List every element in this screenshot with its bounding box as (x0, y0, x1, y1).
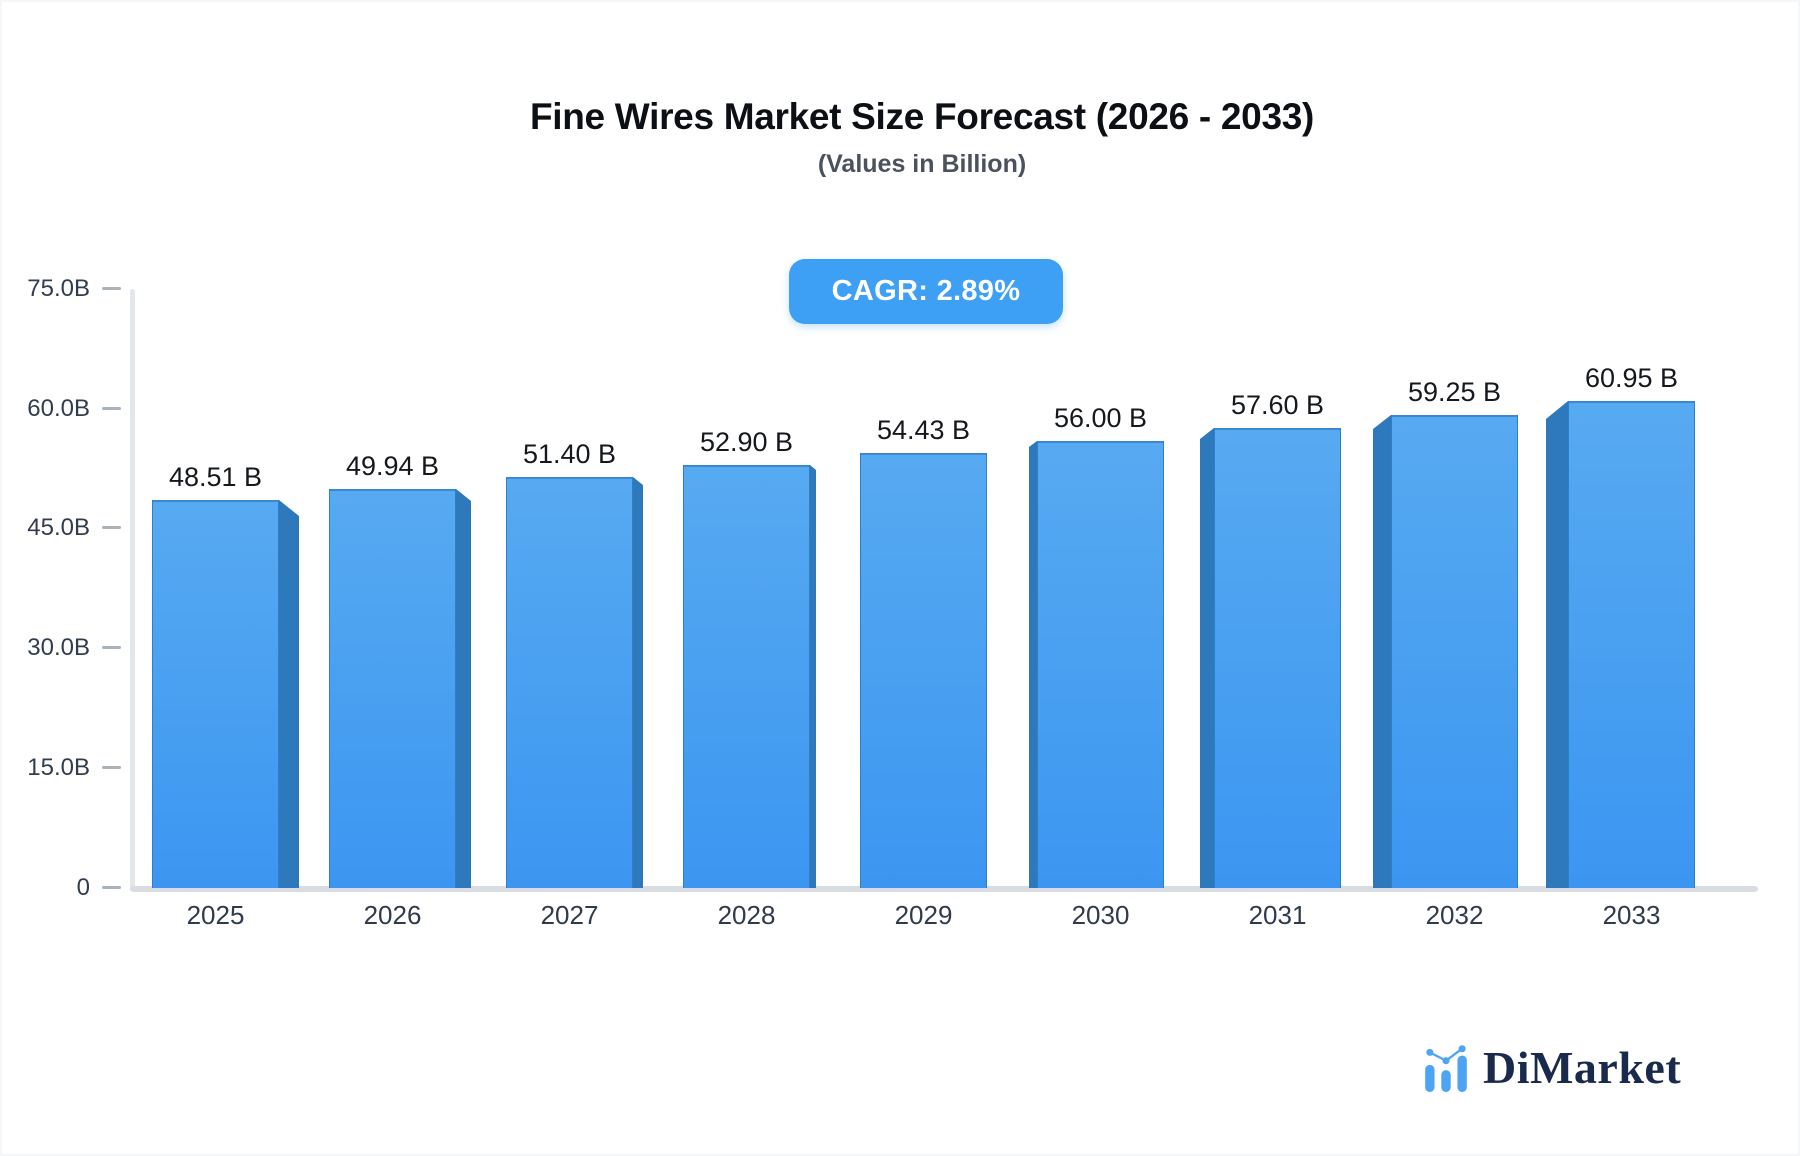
bar-side-face (279, 500, 299, 888)
bar-2029 (860, 453, 987, 888)
bar-2031 (1214, 428, 1341, 888)
x-tick-label: 2032 (1425, 900, 1484, 930)
brand-logo: DiMarket (1422, 1042, 1681, 1094)
bar-side-face (1029, 441, 1037, 888)
bar-value-label: 56.00 B (1053, 403, 1148, 433)
y-tick-label: 45.0B (27, 514, 90, 541)
bar-2025 (152, 500, 279, 888)
x-tick-label: 2033 (1602, 900, 1661, 930)
cagr-badge: CAGR: 2.89% (789, 259, 1063, 324)
bar-side-face (1546, 401, 1568, 888)
y-tick-mark (102, 287, 121, 290)
x-tick-label: 2029 (894, 900, 953, 930)
x-tick-label: 2026 (363, 900, 422, 930)
bar-value-label: 52.90 B (699, 427, 794, 457)
x-tick-label: 2030 (1071, 900, 1130, 930)
bar-value-label: 49.94 B (345, 451, 440, 481)
bar-2032 (1391, 415, 1518, 888)
x-tick-label: 2028 (717, 900, 776, 930)
y-tick-mark (102, 526, 121, 529)
y-tick-label: 75.0B (27, 275, 90, 302)
y-tick-label: 15.0B (27, 754, 90, 781)
page-subtitle: (Values in Billion) (817, 150, 1027, 178)
bar-side-face (810, 465, 816, 888)
bar-side-face (456, 489, 471, 888)
x-tick-label: 2025 (186, 900, 245, 930)
bar-2027 (506, 477, 633, 888)
bar-value-label: 59.25 B (1407, 377, 1502, 407)
bar-side-face (1200, 428, 1214, 888)
y-tick-label: 30.0B (27, 634, 90, 661)
y-tick-mark (102, 886, 121, 889)
x-tick-label: 2031 (1248, 900, 1307, 930)
bar-2030 (1037, 441, 1164, 888)
bar-chart-trend-icon (1425, 1045, 1467, 1092)
x-axis-baseline (130, 886, 1758, 892)
y-tick-mark (102, 766, 121, 769)
bar-side-face (633, 477, 643, 888)
bar-2028 (683, 465, 810, 888)
bar-value-label: 57.60 B (1230, 390, 1325, 420)
bar-2026 (329, 489, 456, 888)
page-title: Fine Wires Market Size Forecast (2026 - … (529, 96, 1315, 137)
y-tick-mark (102, 407, 121, 410)
y-axis-line (130, 289, 135, 889)
bar-value-label: 48.51 B (168, 462, 263, 492)
bar-value-label: 54.43 B (876, 415, 971, 445)
y-tick-label: 60.0B (27, 395, 90, 422)
y-tick-mark (102, 646, 121, 649)
y-tick-label: 0 (76, 874, 90, 901)
bar-2033 (1568, 401, 1695, 888)
bar-value-label: 51.40 B (522, 439, 617, 469)
x-tick-label: 2027 (540, 900, 599, 930)
bar-side-face (1373, 415, 1391, 888)
brand-name: DiMarket (1483, 1042, 1682, 1093)
bar-value-label: 60.95 B (1584, 363, 1679, 393)
